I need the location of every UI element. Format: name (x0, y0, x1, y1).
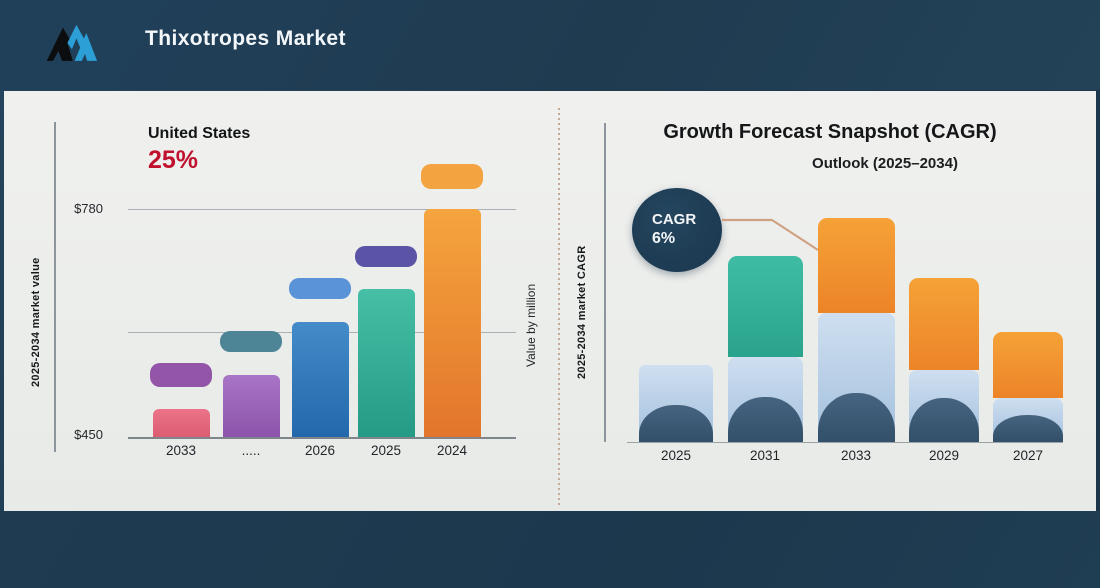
bar-cap-2024 (420, 164, 483, 189)
x-axis-label: ..... (241, 443, 261, 458)
stacked-bar-2033 (817, 218, 895, 442)
segment-base-2025 (639, 405, 713, 442)
stacked-bar-2031 (727, 256, 803, 442)
cagr-badge-label: CAGR (652, 210, 697, 228)
segment-top-2033 (817, 218, 895, 313)
segment-base-2033 (817, 393, 895, 442)
right-chart-subtitle: Outlook (2025–2034) (812, 155, 958, 172)
x-axis-label: 2027 (1012, 448, 1044, 463)
bar-2025 (357, 289, 415, 437)
cagr-badge-value: 6% (652, 230, 676, 248)
x-axis-label: 2025 (370, 443, 402, 458)
bar-..... (222, 374, 280, 437)
growth-percent: 25% (148, 146, 199, 174)
right-y-axis-title: 2025-2034 market CAGR (576, 245, 588, 379)
y-tick-450: $450 (74, 427, 103, 442)
bar-2033 (152, 409, 210, 437)
gridline-780 (128, 209, 516, 210)
segment-top-2031 (727, 256, 803, 357)
bar-cap-..... (219, 330, 282, 352)
segment-top-2027 (993, 332, 1063, 398)
segment-top-2029 (909, 278, 979, 370)
header-bar: Thixotropes Market (0, 0, 1100, 90)
footer-bar: @ All Market Analysis Snapshot GlobalThi… (0, 511, 1100, 588)
right-x-axis-line (627, 442, 1063, 443)
panel-divider (558, 108, 560, 506)
bar-2026 (291, 322, 349, 437)
x-axis-label: 2025 (660, 448, 692, 463)
x-axis-label: 2031 (749, 448, 781, 463)
ama-logo-icon (46, 24, 98, 61)
region-label: United States (148, 125, 251, 142)
left-x-axis-line (128, 437, 516, 439)
right-chart-title: Growth Forecast Snapshot (CAGR) (663, 121, 997, 143)
y-tick-780: $780 (74, 201, 103, 216)
bar-cap-2025 (354, 246, 417, 268)
bar-2024 (423, 209, 481, 437)
x-axis-label: 2033 (840, 448, 872, 463)
cagr-badge: CAGR 6% (632, 188, 722, 272)
right-y-axis-line (604, 123, 606, 442)
x-axis-label: 2029 (928, 448, 960, 463)
segment-base-2031 (727, 397, 803, 442)
callout-line (722, 218, 819, 251)
x-axis-label: 2024 (436, 443, 468, 458)
page-title: Thixotropes Market (145, 27, 346, 50)
stacked-bar-2025 (639, 365, 713, 442)
x-axis-label: 2033 (165, 443, 197, 458)
left-y-axis-title: 2025-2034 market value (30, 257, 42, 387)
x-axis-label: 2026 (304, 443, 336, 458)
segment-base-2027 (993, 415, 1063, 442)
stacked-bar-2029 (909, 278, 979, 442)
left-y-axis-line (54, 122, 56, 452)
value-by-million-label: Value by million (524, 283, 538, 368)
bar-cap-2033 (149, 363, 212, 388)
stacked-bar-2027 (993, 332, 1063, 442)
segment-base-2029 (909, 398, 979, 442)
bar-cap-2026 (288, 278, 351, 300)
